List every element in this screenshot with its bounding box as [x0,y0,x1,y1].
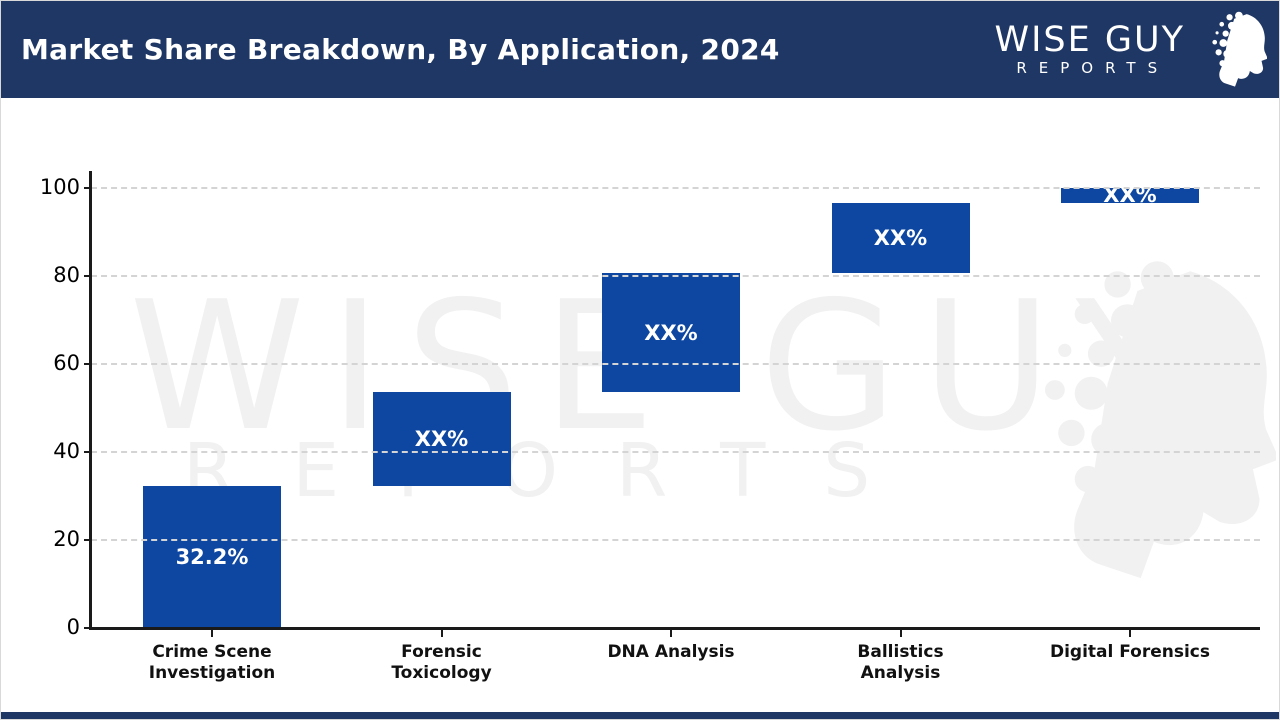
y-tick-label: 0 [66,614,80,639]
bar-1: 32.2% [143,485,281,628]
watermark-face-icon [1045,261,1276,579]
category-label-line: Analysis [860,662,941,683]
gridline-20 [91,538,1260,541]
category-label: Forensic Toxicology [332,642,552,684]
footer-bar [1,712,1279,719]
category-label: DNA Analysis [561,642,781,663]
category-label-line: Forensic [401,641,482,662]
category-label-line: Toxicology [391,662,492,683]
category-label-line: DNA Analysis [607,641,735,662]
y-tick [84,450,91,453]
gridline-80 [91,274,1260,277]
category-label: Crime Scene Investigation [102,642,322,684]
category-label-line: Investigation [148,662,276,683]
x-tick [440,629,443,637]
y-tick-label: 60 [53,350,80,375]
bar-3: XX% [602,273,740,393]
category-label-line: Crime Scene [152,641,272,662]
x-axis [89,627,1260,630]
bar-value-label: XX% [644,320,698,345]
gridline-40 [91,450,1260,453]
y-tick-label: 20 [53,526,80,551]
x-tick [211,629,213,637]
y-tick-label: 40 [53,438,80,463]
category-label: Digital Forensics [1020,642,1240,663]
bar-2: XX% [372,392,511,486]
bar-value-label: XX% [873,226,928,251]
logo-wordmark: WISE GUY [994,20,1185,60]
bar-value-label: 32.2% [175,544,249,569]
logo-subtitle: REPORTS [1016,59,1170,77]
x-tick [899,629,902,637]
chart-area: WISE GUY REPORTS 0 20 40 60 80 100 32.2% XX% XX%… [1,98,1279,714]
wiseguy-logo: WISE GUY REPORTS [994,11,1267,89]
category-label: Ballistics Analysis [791,642,1011,684]
wiseguy-logo-text: WISE GUY REPORTS [994,22,1185,77]
y-tick-label: 80 [53,262,80,287]
y-axis [89,171,92,630]
y-tick [84,362,91,365]
bar-5: XX% [1061,183,1199,207]
y-tick [84,538,91,541]
x-tick [1129,629,1131,637]
gridline-100 [91,186,1260,189]
wiseguy-face-icon [1212,11,1267,87]
x-tick [670,629,672,637]
category-label-line: Ballistics [857,641,944,662]
chart-title: Market Share Breakdown, By Application, … [21,33,780,66]
bar-4: XX% [831,202,970,274]
y-tick [84,186,91,189]
y-tick-label: 100 [39,174,80,199]
y-tick [84,626,91,629]
category-label-line: Digital Forensics [1049,641,1211,662]
bar-value-label: XX% [414,426,469,451]
y-tick [84,274,91,277]
header-bar: Market Share Breakdown, By Application, … [1,1,1279,98]
watermark-subtitle: REPORTS [183,428,929,514]
gridline-60 [91,362,1260,365]
